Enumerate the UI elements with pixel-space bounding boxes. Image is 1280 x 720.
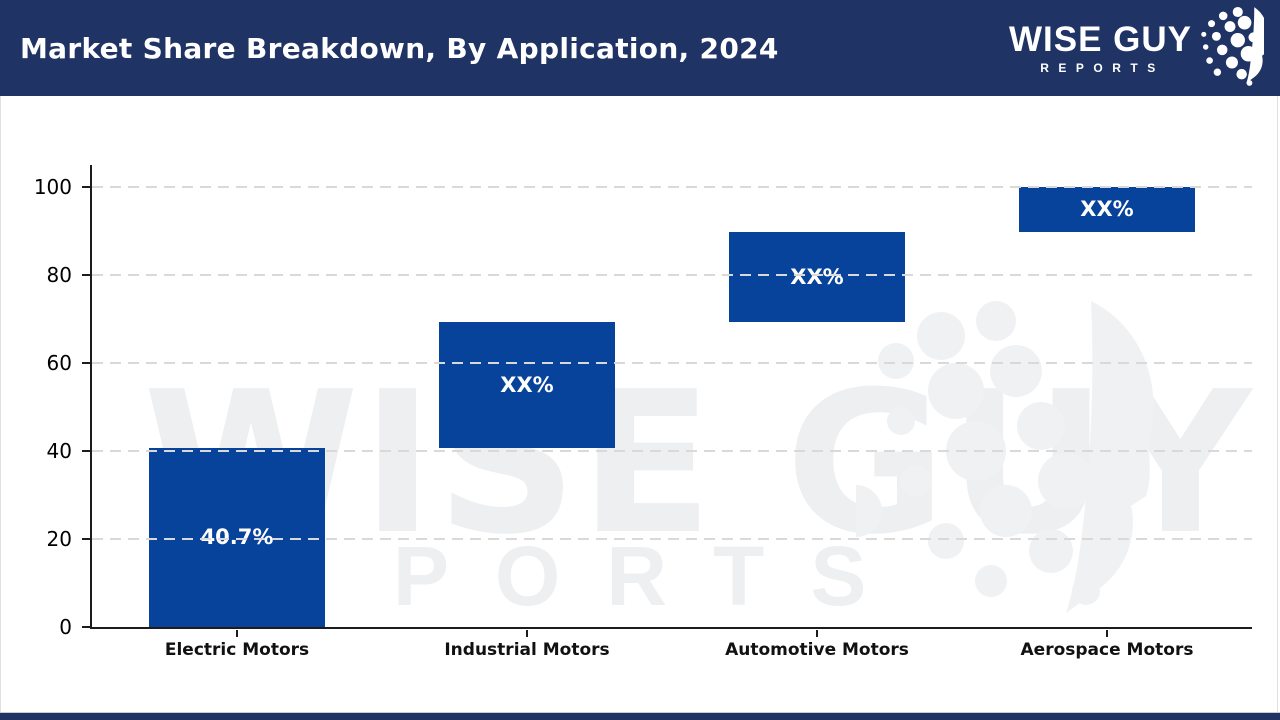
bar-segment: 40.7%	[149, 447, 325, 627]
logo-reports-text: REPORTS	[1040, 60, 1165, 75]
plot-area: 0 20 40 60 80 100 40.7% Electric Motors XX% Indus…	[34, 165, 1252, 660]
y-axis-tick-label: 40	[46, 439, 72, 463]
gridline	[92, 362, 1252, 365]
y-axis-tick	[81, 274, 90, 276]
bar-segment: XX%	[439, 322, 615, 448]
logo-head-icon	[1196, 5, 1268, 91]
y-axis-tick	[81, 626, 90, 628]
bar-value-label: 40.7%	[200, 525, 274, 550]
y-axis-tick-label: 60	[46, 351, 72, 376]
x-axis-category-label: Industrial Motors	[444, 640, 610, 660]
y-axis-tick-label: 100	[33, 175, 72, 199]
y-axis-tick-label: 80	[46, 263, 72, 287]
y-axis-tick	[81, 362, 90, 365]
gridline	[92, 274, 1252, 276]
x-axis-tick	[816, 629, 818, 637]
bar-value-label: XX%	[500, 373, 554, 397]
bar-value-label: XX%	[790, 265, 844, 289]
y-axis-tick	[81, 538, 90, 540]
bar-segment: XX%	[1019, 187, 1195, 232]
y-axis-tick-label: 0	[59, 615, 72, 639]
x-axis-tick	[526, 629, 528, 637]
page-title: Market Share Breakdown, By Application, …	[20, 31, 779, 65]
watermark-head-icon	[830, 291, 1166, 625]
x-axis-category-label: Electric Motors	[164, 640, 310, 660]
bar-value-label: XX%	[1080, 197, 1134, 222]
logo-wiseguy-text: WISE GUY	[1008, 19, 1192, 59]
footer-bar	[0, 712, 1280, 720]
logo-text: WISE GUY REPORTS	[1009, 22, 1192, 75]
y-axis-tick	[81, 450, 90, 452]
wiseguy-logo: WISE GUY REPORTS	[1009, 5, 1270, 91]
y-axis-tick	[81, 186, 90, 188]
y-axis-tick-label: 20	[46, 527, 72, 551]
x-axis-tick	[1106, 629, 1108, 637]
x-axis-category-label: Aerospace Motors	[1020, 640, 1194, 660]
x-axis-category-label: Automotive Motors	[725, 640, 909, 660]
bar-segment: XX%	[729, 231, 905, 323]
watermark-reports-text: PORTS	[393, 529, 913, 623]
header: Market Share Breakdown, By Application, …	[0, 0, 1280, 96]
x-axis-tick	[236, 629, 238, 637]
